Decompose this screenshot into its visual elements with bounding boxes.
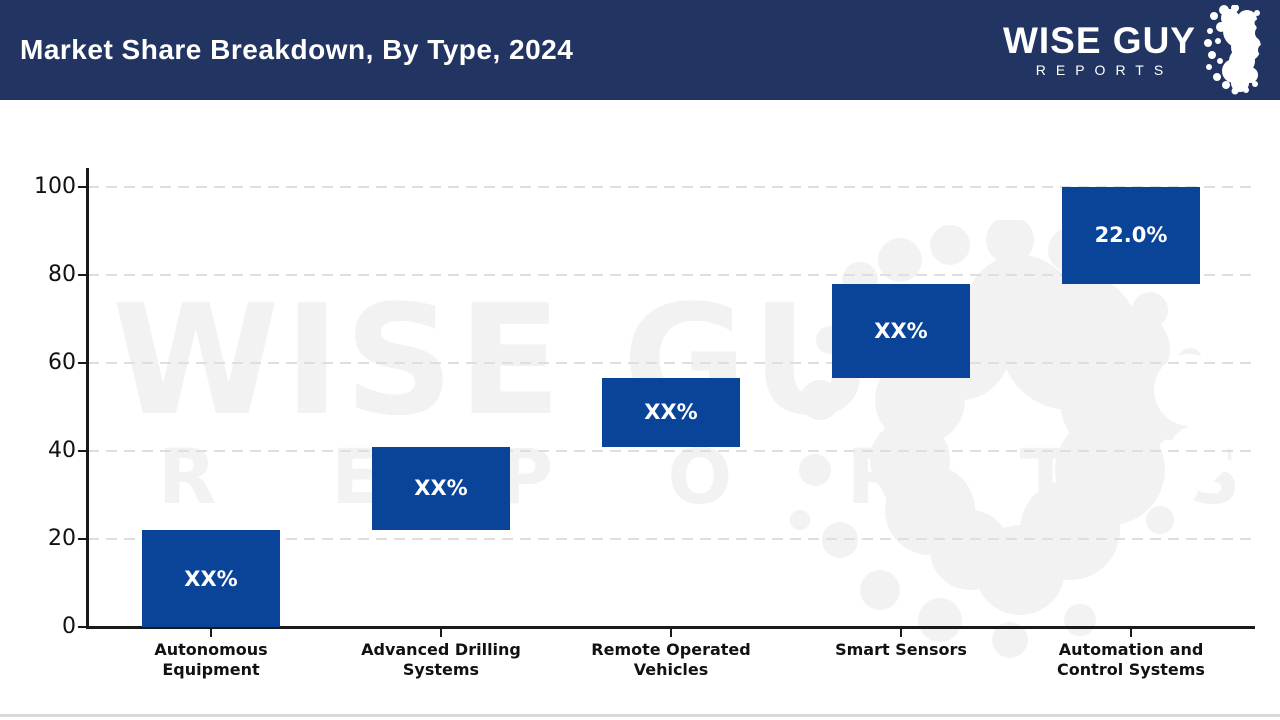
x-category-label: Smart Sensors [835, 640, 967, 659]
logo-subtext: REPORTS [1035, 62, 1174, 78]
logo-wordmark: WISE GUY [1002, 20, 1196, 61]
y-axis-line [86, 168, 89, 629]
x-axis-line [86, 626, 1255, 629]
x-tick-mark [1130, 628, 1133, 637]
logo-head-icon [1204, 5, 1270, 95]
bar-autonomous-equipment: XX% [142, 530, 280, 627]
x-tick-mark [670, 628, 673, 637]
x-tick-mark [210, 628, 213, 637]
bar-automation-and-control-systems: 22.0% [1062, 187, 1200, 284]
y-tick-label: 20 [48, 526, 76, 551]
bar-value-label: XX% [414, 476, 468, 501]
bar-remote-operated-vehicles: XX% [602, 378, 740, 447]
y-tick-label: 100 [34, 174, 76, 199]
x-tick-mark [900, 628, 903, 637]
y-tick-mark [78, 626, 87, 629]
y-tick-label: 0 [62, 614, 76, 639]
x-category-label: Remote Operated Vehicles [591, 640, 751, 680]
x-tick-mark [440, 628, 443, 637]
gridline-y-80 [88, 274, 1255, 276]
bar-value-label: XX% [644, 400, 698, 425]
x-category-label: Advanced Drilling Systems [361, 640, 521, 680]
y-tick-mark [78, 186, 87, 189]
brand-logo: WISE GUY REPORTS [1003, 5, 1272, 95]
bar-value-label: XX% [184, 566, 238, 591]
y-tick-label: 40 [48, 438, 76, 463]
bar-value-label: 22.0% [1094, 223, 1168, 248]
x-category-label: Automation and Control Systems [1057, 640, 1205, 680]
y-tick-mark [78, 450, 87, 453]
y-tick-mark [78, 274, 87, 277]
gridline-y-40 [88, 450, 1255, 452]
y-tick-label: 80 [48, 262, 76, 287]
y-tick-mark [78, 538, 87, 541]
footer-divider [0, 714, 1280, 717]
y-tick-mark [78, 362, 87, 365]
gridline-y-100 [88, 186, 1255, 188]
bar-value-label: XX% [874, 319, 928, 344]
page-title: Market Share Breakdown, By Type, 2024 [20, 34, 574, 65]
header-bar: Market Share Breakdown, By Type, 2024 WI… [0, 0, 1280, 100]
bar-advanced-drilling-systems: XX% [372, 446, 510, 531]
bar-smart-sensors: XX% [832, 283, 970, 379]
y-tick-label: 60 [48, 350, 76, 375]
gridline-y-20 [88, 538, 1255, 540]
gridline-y-60 [88, 362, 1255, 364]
x-category-label: Autonomous Equipment [154, 640, 268, 680]
